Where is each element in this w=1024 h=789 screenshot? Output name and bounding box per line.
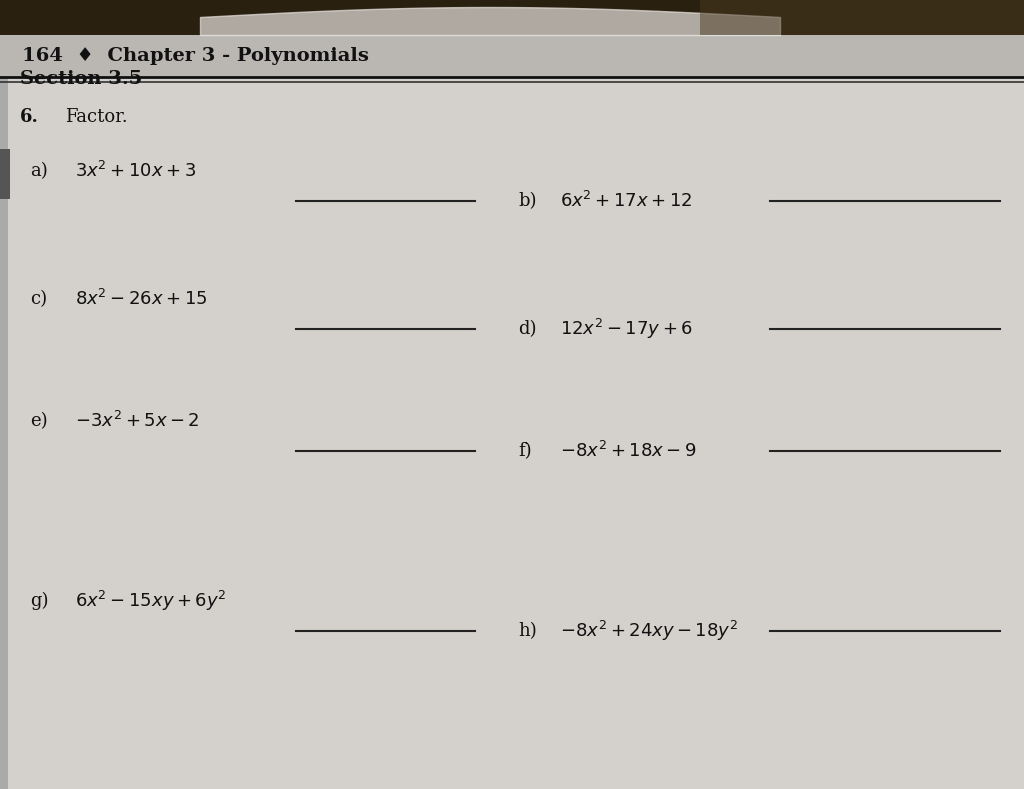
Text: a): a) xyxy=(30,162,48,180)
Text: $8x^2 - 26x + 15$: $8x^2 - 26x + 15$ xyxy=(75,289,208,309)
Polygon shape xyxy=(0,149,10,199)
Polygon shape xyxy=(0,35,8,789)
Text: $-8x^2 + 24xy - 18y^2$: $-8x^2 + 24xy - 18y^2$ xyxy=(560,619,738,643)
Text: $12x^2 - 17y + 6$: $12x^2 - 17y + 6$ xyxy=(560,317,693,341)
Text: 6.: 6. xyxy=(20,108,39,126)
Text: $3x^2 + 10x + 3$: $3x^2 + 10x + 3$ xyxy=(75,161,197,181)
Text: g): g) xyxy=(30,592,48,610)
Text: Section 3.5: Section 3.5 xyxy=(20,70,142,88)
Text: c): c) xyxy=(30,290,47,308)
Text: 164  ♦  Chapter 3 - Polynomials: 164 ♦ Chapter 3 - Polynomials xyxy=(22,47,369,65)
Text: b): b) xyxy=(518,192,537,210)
Text: d): d) xyxy=(518,320,537,338)
Text: e): e) xyxy=(30,412,48,430)
Text: h): h) xyxy=(518,622,537,640)
Text: Factor.: Factor. xyxy=(65,108,128,126)
Polygon shape xyxy=(700,0,1024,35)
Polygon shape xyxy=(0,0,1024,35)
Text: $-8x^2 + 18x - 9$: $-8x^2 + 18x - 9$ xyxy=(560,441,696,461)
Text: $-3x^2 + 5x - 2$: $-3x^2 + 5x - 2$ xyxy=(75,411,200,431)
Text: $6x^2 - 15xy + 6y^2$: $6x^2 - 15xy + 6y^2$ xyxy=(75,589,226,613)
Text: f): f) xyxy=(518,442,531,460)
Polygon shape xyxy=(0,35,1024,77)
Text: $6x^2 + 17x + 12$: $6x^2 + 17x + 12$ xyxy=(560,191,692,211)
